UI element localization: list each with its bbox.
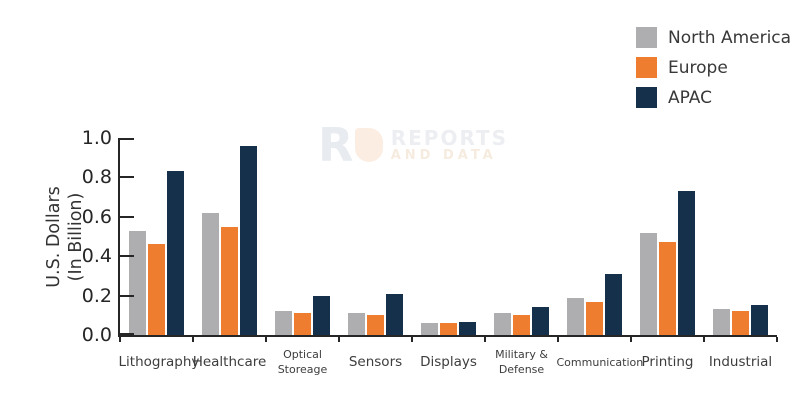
y-tick-mark: [120, 138, 134, 140]
legend-swatch-north-america: [636, 27, 657, 48]
x-tick-mark: [119, 337, 121, 342]
bar-apac: [605, 274, 622, 335]
legend-item-apac: APAC: [636, 87, 791, 108]
bar-north-america: [348, 313, 365, 335]
x-category-label: Military & Defense: [495, 348, 548, 376]
x-category-label: Communication: [556, 355, 644, 369]
x-category-label: Sensors: [348, 353, 403, 370]
bar-europe: [294, 313, 311, 335]
bar-north-america: [129, 231, 146, 335]
legend-item-north-america: North America: [636, 27, 791, 48]
x-category-label: Industrial: [708, 353, 773, 370]
x-axis-labels: Lithography Healthcare Optical Storeage Sen…: [118, 341, 777, 383]
bar-apac: [678, 191, 695, 335]
y-tick-mark: [120, 176, 134, 179]
legend: North America Europe APAC: [636, 27, 791, 117]
bar-north-america: [713, 309, 730, 335]
x-tick-mark: [484, 337, 486, 342]
legend-item-europe: Europe: [636, 57, 791, 78]
x-tick-mark: [776, 337, 778, 342]
bar-europe: [513, 315, 530, 335]
x-category-label: Printing: [641, 353, 694, 370]
bar-north-america: [567, 298, 584, 335]
bar-apac: [459, 322, 476, 335]
legend-swatch-apac: [636, 87, 657, 108]
x-category-label: Optical Storeage: [277, 348, 328, 376]
y-tick-mark: [120, 294, 134, 297]
y-tick-mark: [120, 215, 134, 218]
y-tick-label: 0.2: [81, 285, 112, 307]
bar-apac: [532, 307, 549, 335]
x-category-label: Displays: [420, 353, 477, 370]
legend-label-europe: Europe: [668, 57, 728, 78]
bar-north-america: [275, 311, 292, 335]
y-axis-title-line2: (In Billion): [66, 192, 86, 282]
x-tick-mark: [703, 337, 705, 342]
legend-swatch-europe: [636, 57, 657, 78]
bar-europe: [148, 244, 165, 335]
y-tick-label: 1.0: [81, 127, 112, 149]
x-tick-mark: [557, 337, 559, 342]
x-category-label: Lithography: [118, 353, 200, 370]
x-category-label: Healthcare: [192, 353, 267, 370]
y-tick-label: 0.4: [81, 245, 112, 267]
y-tick-label: 0.6: [81, 206, 112, 228]
y-tick-label: 0.8: [81, 166, 112, 188]
bar-europe: [659, 242, 676, 335]
bar-europe: [367, 315, 384, 335]
x-tick-mark: [192, 337, 194, 342]
bar-europe: [732, 311, 749, 335]
x-tick-mark: [630, 337, 632, 342]
plot-area: [118, 138, 777, 337]
legend-label-north-america: North America: [668, 27, 792, 48]
bar-apac: [386, 294, 403, 335]
y-tick-label: 0.0: [81, 324, 112, 346]
y-tick-mark: [120, 255, 134, 258]
bar-apac: [240, 146, 257, 335]
bar-europe: [221, 227, 238, 335]
bar-north-america: [202, 213, 219, 335]
y-axis-title-line1: U.S. Dollars: [44, 186, 64, 288]
bar-north-america: [640, 233, 657, 335]
x-tick-mark: [265, 337, 267, 342]
legend-label-apac: APAC: [668, 87, 712, 108]
x-tick-mark: [338, 337, 340, 342]
y-axis-title: U.S. Dollars (In Billion): [43, 127, 89, 347]
bar-apac: [167, 171, 184, 335]
bar-europe: [440, 323, 457, 335]
bar-apac: [751, 305, 768, 335]
y-tick-mark: [120, 333, 134, 335]
bar-europe: [586, 302, 603, 335]
bar-apac: [313, 296, 330, 335]
x-tick-mark: [411, 337, 413, 342]
bar-north-america: [494, 313, 511, 335]
bar-north-america: [421, 323, 438, 335]
